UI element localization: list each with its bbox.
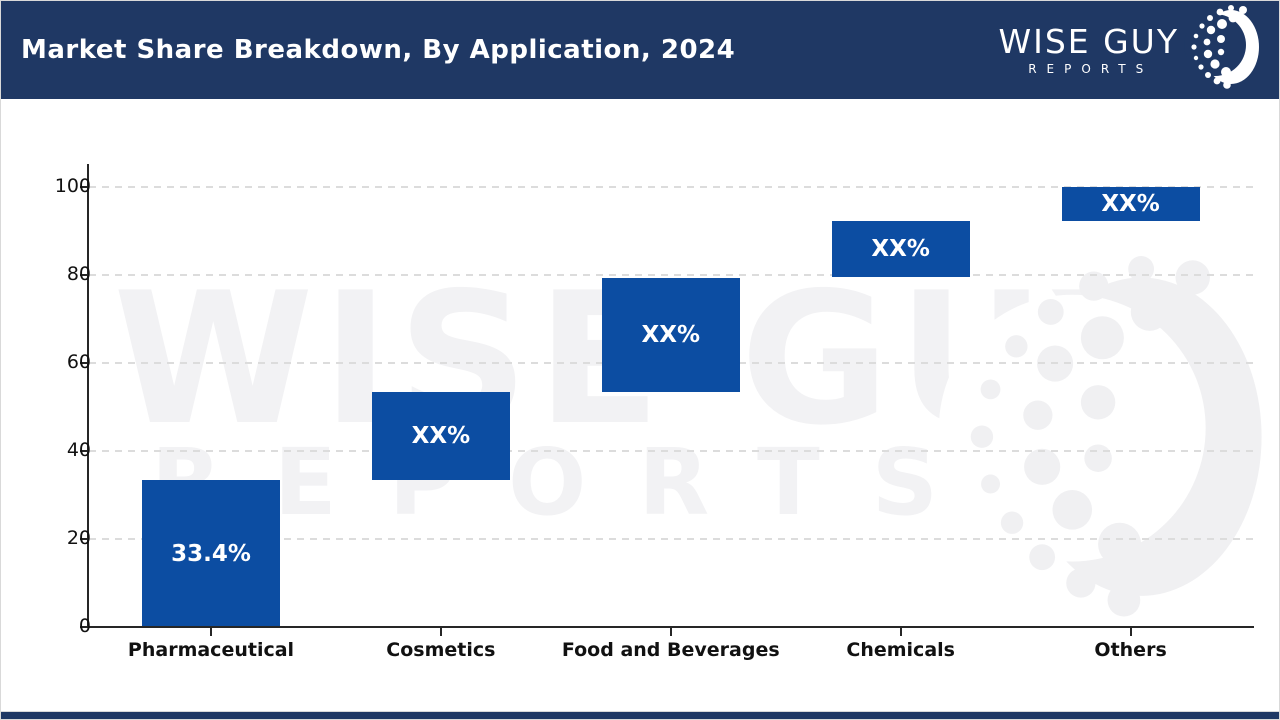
logo-text: WISE GUY REPORTS [998, 25, 1179, 75]
logo-head-icon [1181, 4, 1267, 96]
x-axis-label-others: Others [1094, 639, 1167, 661]
y-tick-label: 80 [66, 263, 91, 285]
bar-value-label: XX% [411, 423, 471, 450]
x-axis-tick [439, 628, 442, 636]
y-axis-tick [80, 538, 87, 540]
footer-band [1, 712, 1279, 719]
bar-value-label: XX% [641, 321, 701, 348]
gridline-y100 [89, 186, 1254, 188]
x-axis-label-cosmetics: Cosmetics [386, 639, 496, 661]
bar-segment-food-and-beverages: XX% [601, 278, 740, 392]
y-tick-label: 20 [66, 527, 91, 549]
x-axis-tick [899, 628, 902, 636]
logo-wordmark: WISE GUY [998, 22, 1179, 61]
bar-value-label: XX% [871, 235, 930, 262]
y-tick-label: 100 [54, 175, 91, 197]
logo-subtext: REPORTS [1028, 62, 1154, 76]
watermark-head-icon [926, 206, 1279, 680]
y-tick-label: 40 [66, 439, 91, 461]
gridline-y80 [89, 274, 1254, 276]
header-band: Market Share Breakdown, By Application, … [1, 1, 1279, 99]
bar-segment-others: XX% [1061, 187, 1200, 221]
bar-value-label: XX% [1101, 190, 1160, 217]
y-axis-tick [80, 362, 87, 364]
watermark-subtext: REPORTS [151, 429, 991, 536]
x-axis-line [87, 626, 1254, 628]
y-axis-tick [80, 186, 87, 188]
bar-segment-cosmetics: XX% [371, 392, 510, 481]
y-tick-label: 0 [78, 615, 91, 637]
y-axis-tick [80, 274, 87, 276]
y-axis-line [87, 164, 89, 628]
y-axis-tick [80, 450, 87, 452]
x-axis-label-pharmaceutical: Pharmaceutical [127, 639, 295, 661]
bar-segment-pharmaceutical: 33.4% [142, 480, 280, 627]
bar-value-label: 33.4% [171, 540, 251, 567]
x-axis-tick [210, 628, 212, 636]
x-axis-label-chemicals: Chemicals [846, 639, 955, 661]
x-axis-tick [669, 628, 672, 636]
footer-divider [1, 711, 1279, 712]
y-axis-tick [80, 626, 87, 628]
chart-title: Market Share Breakdown, By Application, … [21, 35, 736, 65]
bar-segment-chemicals: XX% [831, 220, 970, 277]
x-axis-tick [1129, 628, 1132, 636]
gridline-y20 [89, 538, 1254, 540]
x-axis-label-food-and-beverages: Food and Beverages [561, 639, 780, 661]
y-tick-label: 60 [66, 351, 91, 373]
wise-guy-reports-logo: WISE GUY REPORTS [998, 4, 1267, 96]
gridline-y40 [89, 450, 1254, 452]
